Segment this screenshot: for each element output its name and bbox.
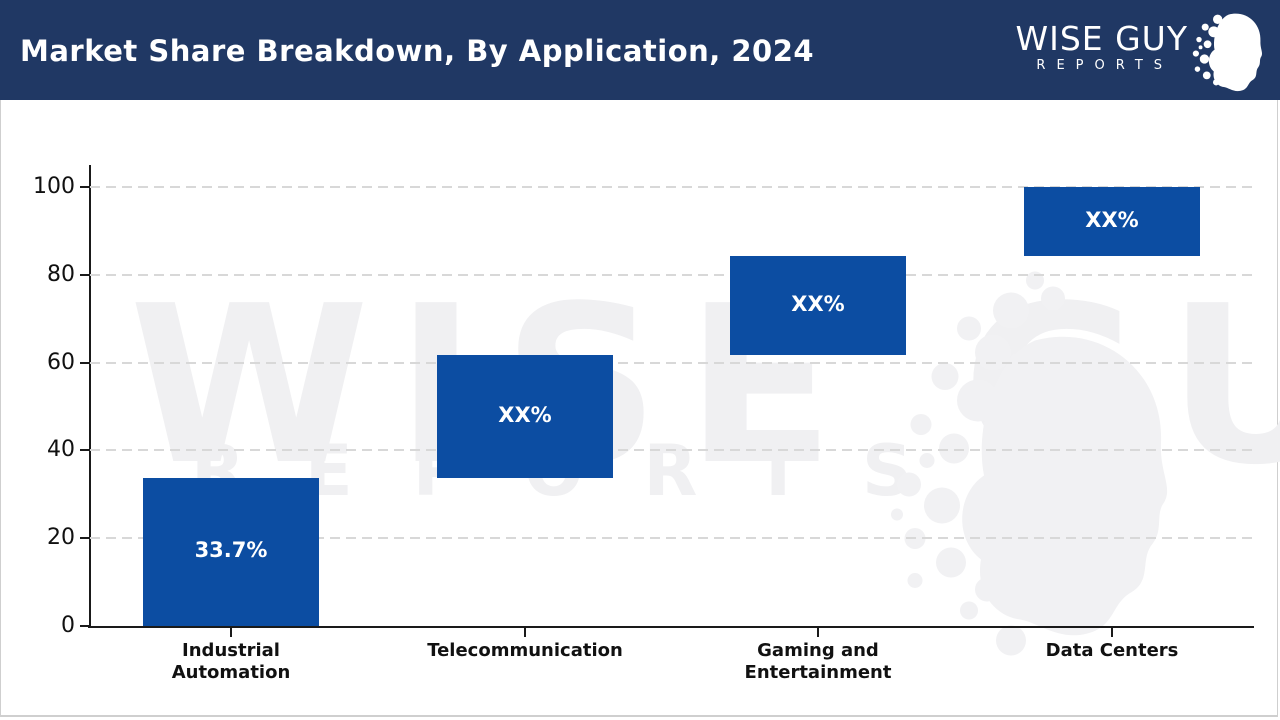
bar-industrial-automation [143,478,319,626]
bar-gaming-and-entertainment [730,256,906,356]
y-axis-line [89,165,91,628]
y-tick-100 [80,186,89,188]
logo-text: WISE GUY REPORTS [1015,19,1188,74]
gridline-20 [90,537,1254,540]
header-bar: Market Share Breakdown, By Application, … [0,0,1280,100]
gridline-40 [90,449,1254,452]
gridline-60 [90,361,1254,364]
category-label-data-centers: Data Centers [1045,640,1179,661]
bar-label-industrial-automation: 33.7% [194,538,268,563]
gridline-100 [90,186,1254,188]
y-tick-label-60: 60 [47,349,75,375]
logo-wordmark: WISE GUY [1015,19,1188,58]
y-tick-20 [80,537,89,540]
y-tick-label-80: 80 [47,261,75,287]
y-tick-label-40: 40 [47,437,75,463]
page-title: Market Share Breakdown, By Application, … [20,34,815,68]
bar-label-data-centers: XX% [1085,207,1139,232]
category-label-industrial-automation: Industrial Automation [171,640,291,683]
category-label-gaming-and-entertainment: Gaming and Entertainment [744,640,892,683]
chart-area: WISE GUY REPORTS 02040608010033.7%Indust… [0,100,1280,717]
bar-data-centers [1024,187,1200,257]
y-tick-label-100: 100 [33,174,75,199]
wiseguy-logo: WISE GUY REPORTS [1015,8,1266,94]
watermark-head-icon [891,271,1168,656]
bar-telecommunication [437,355,613,479]
category-label-telecommunication: Telecommunication [427,640,623,661]
gridline-80 [90,273,1254,276]
y-tick-0 [80,625,89,627]
bar-label-telecommunication: XX% [498,402,552,427]
logo-subtitle: REPORTS [1036,58,1174,73]
x-tick-telecommunication [524,628,526,637]
y-tick-label-20: 20 [47,525,75,551]
x-tick-gaming-and-entertainment [817,628,819,637]
y-tick-40 [80,449,89,452]
x-tick-industrial-automation [230,628,232,637]
y-tick-60 [80,361,89,364]
wiseguy-head-icon [1192,13,1263,92]
x-axis-line [88,626,1254,628]
y-tick-label-0: 0 [61,613,75,638]
y-tick-80 [80,273,89,276]
bar-label-gaming-and-entertainment: XX% [791,291,845,316]
x-tick-data-centers [1111,628,1113,637]
